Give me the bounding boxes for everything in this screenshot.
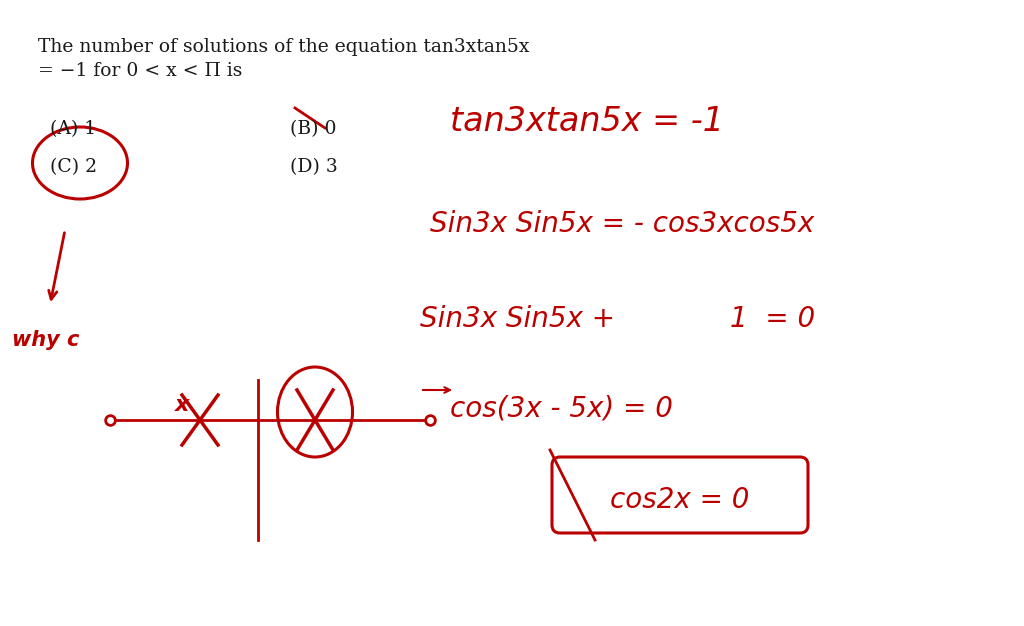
Text: cos2x = 0: cos2x = 0 [610, 486, 750, 514]
Text: = −1 for 0 < x < Π is: = −1 for 0 < x < Π is [38, 62, 243, 80]
Text: (C) 2: (C) 2 [50, 158, 97, 176]
Text: Sin3x Sin5x +: Sin3x Sin5x + [420, 305, 615, 333]
Text: (A) 1: (A) 1 [50, 120, 96, 138]
Text: cos(3x - 5x) = 0: cos(3x - 5x) = 0 [450, 395, 673, 423]
Text: x: x [175, 395, 189, 415]
Text: 1  = 0: 1 = 0 [730, 305, 815, 333]
Text: tan3xtan5x = -1: tan3xtan5x = -1 [450, 105, 724, 138]
Text: Sin3x Sin5x = - cos3xcos5x: Sin3x Sin5x = - cos3xcos5x [430, 210, 814, 238]
Text: (B) 0: (B) 0 [290, 120, 337, 138]
Text: The number of solutions of the equation tan3xtan5x: The number of solutions of the equation … [38, 38, 529, 56]
Text: why c: why c [12, 330, 80, 350]
Text: (D) 3: (D) 3 [290, 158, 338, 176]
